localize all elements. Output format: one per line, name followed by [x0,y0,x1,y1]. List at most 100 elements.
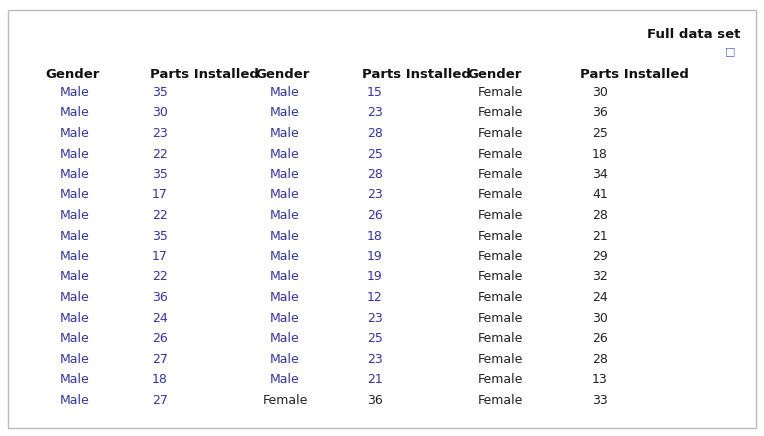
Text: Female: Female [478,106,523,119]
Text: Female: Female [478,168,523,181]
Text: Male: Male [60,394,90,406]
Text: Male: Male [270,106,300,119]
Text: 28: 28 [592,209,608,222]
Text: Male: Male [270,209,300,222]
Text: Male: Male [60,291,90,304]
Text: Female: Female [478,352,523,365]
Text: 30: 30 [152,106,168,119]
Text: 12: 12 [367,291,383,304]
Text: 24: 24 [152,311,168,324]
Text: Parts Installed: Parts Installed [362,68,471,81]
Text: 36: 36 [152,291,168,304]
Text: Female: Female [478,188,523,201]
Text: Male: Male [60,106,90,119]
Text: 26: 26 [367,209,383,222]
Text: Female: Female [262,394,308,406]
Text: 41: 41 [592,188,608,201]
Text: Male: Male [60,311,90,324]
Text: Male: Male [270,270,300,283]
Text: 18: 18 [367,229,383,242]
Text: 28: 28 [367,168,383,181]
FancyBboxPatch shape [8,10,756,428]
Text: 22: 22 [152,209,168,222]
Text: 13: 13 [592,373,608,386]
Text: 23: 23 [367,352,383,365]
Text: Male: Male [60,127,90,140]
Text: Parts Installed: Parts Installed [150,68,259,81]
Text: Male: Male [60,229,90,242]
Text: 33: 33 [592,394,608,406]
Text: Female: Female [478,373,523,386]
Text: Male: Male [270,229,300,242]
Text: Gender: Gender [255,68,309,81]
Text: Male: Male [270,291,300,304]
Text: 22: 22 [152,147,168,160]
Text: 36: 36 [592,106,608,119]
Text: 25: 25 [367,332,383,345]
Text: 21: 21 [592,229,608,242]
Text: 27: 27 [152,394,168,406]
Text: Male: Male [270,311,300,324]
Text: Male: Male [270,86,300,99]
Text: □: □ [726,46,736,56]
Text: Male: Male [60,373,90,386]
Text: 15: 15 [367,86,383,99]
Text: 30: 30 [592,311,608,324]
Text: 36: 36 [367,394,383,406]
Text: Female: Female [478,229,523,242]
Text: 18: 18 [592,147,608,160]
Text: Male: Male [270,250,300,263]
Text: Gender: Gender [467,68,521,81]
Text: 28: 28 [592,352,608,365]
Text: 23: 23 [152,127,168,140]
Text: Female: Female [478,250,523,263]
Text: Male: Male [270,127,300,140]
Text: Female: Female [478,394,523,406]
Text: 17: 17 [152,188,168,201]
Text: Male: Male [270,168,300,181]
Text: Male: Male [270,332,300,345]
Text: Male: Male [60,147,90,160]
Text: Female: Female [478,270,523,283]
Text: 23: 23 [367,188,383,201]
Text: 23: 23 [367,106,383,119]
Text: Parts Installed: Parts Installed [580,68,689,81]
Text: Male: Male [60,332,90,345]
Text: Female: Female [478,311,523,324]
Text: Male: Male [60,209,90,222]
Text: Male: Male [60,352,90,365]
Text: Female: Female [478,127,523,140]
Text: Male: Male [270,188,300,201]
Text: Male: Male [270,147,300,160]
Text: 28: 28 [367,127,383,140]
Text: Male: Male [270,373,300,386]
Text: 35: 35 [152,168,168,181]
Text: 35: 35 [152,86,168,99]
Text: Female: Female [478,209,523,222]
Text: Female: Female [478,147,523,160]
Text: 22: 22 [152,270,168,283]
Text: Gender: Gender [45,68,99,81]
Text: 21: 21 [367,373,383,386]
Text: 25: 25 [592,127,608,140]
Text: 25: 25 [367,147,383,160]
Text: Female: Female [478,86,523,99]
Text: 17: 17 [152,250,168,263]
Text: 26: 26 [592,332,608,345]
Text: Male: Male [270,352,300,365]
Text: 29: 29 [592,250,608,263]
Text: 24: 24 [592,291,608,304]
Text: Male: Male [60,86,90,99]
Text: 26: 26 [152,332,168,345]
Text: 34: 34 [592,168,608,181]
Text: Female: Female [478,291,523,304]
Text: Male: Male [60,270,90,283]
Text: 19: 19 [367,270,383,283]
Text: Male: Male [60,188,90,201]
Text: 19: 19 [367,250,383,263]
Text: 30: 30 [592,86,608,99]
Text: 23: 23 [367,311,383,324]
Text: Full data set: Full data set [646,28,740,41]
Text: 35: 35 [152,229,168,242]
Text: Female: Female [478,332,523,345]
